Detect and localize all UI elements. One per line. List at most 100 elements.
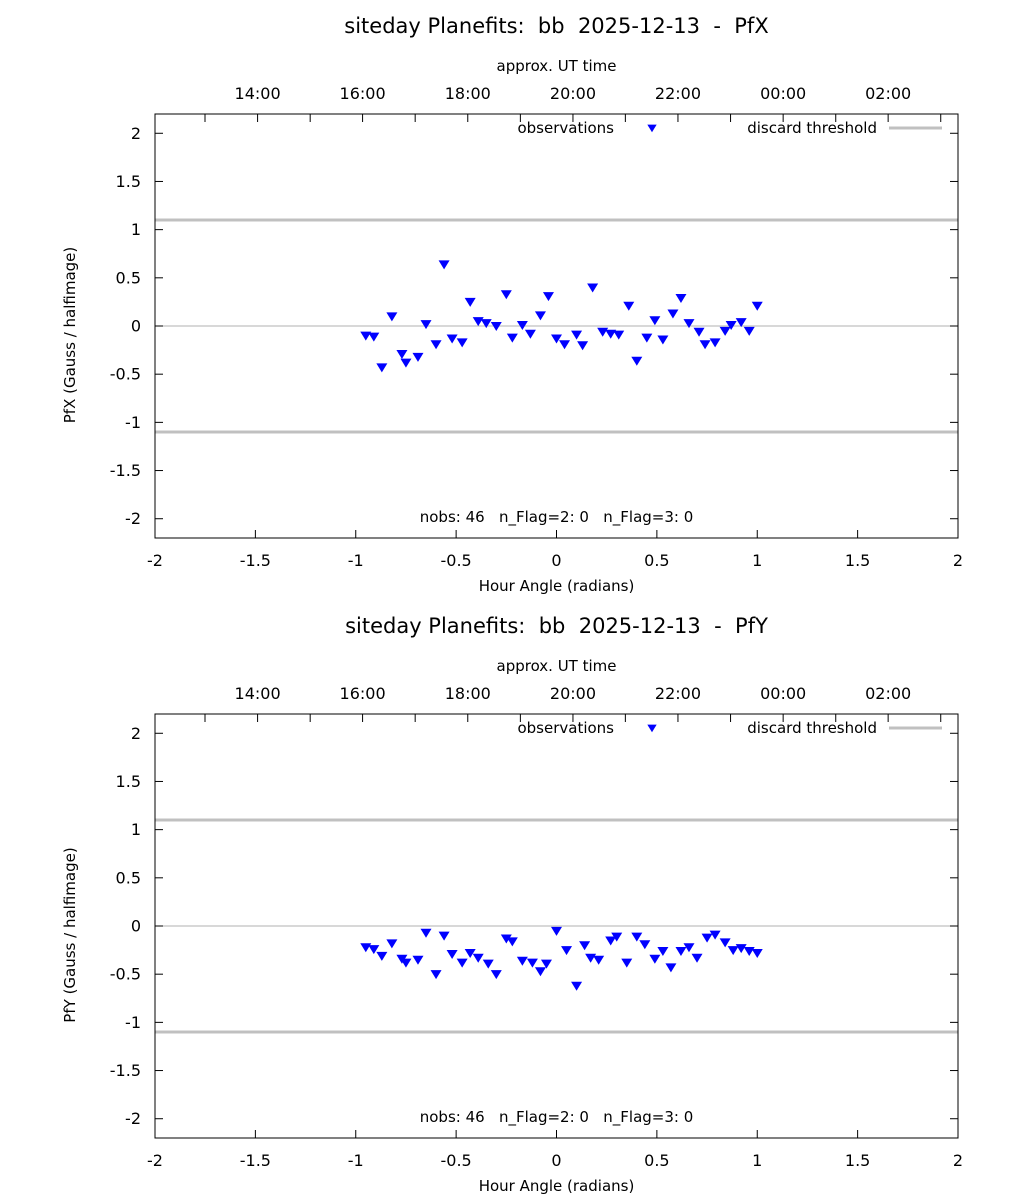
y-axis-label: PfX (Gauss / halfimage)	[61, 247, 79, 423]
x-tick-label: -0.5	[441, 1151, 472, 1170]
x-tick-label: 1.5	[845, 551, 870, 570]
y-tick-label: 0.5	[116, 868, 141, 887]
observation-point	[516, 956, 528, 966]
observation-point	[551, 926, 562, 936]
observation-point	[683, 319, 695, 329]
y-tick-label: -2	[125, 1109, 141, 1128]
observation-point	[446, 334, 458, 344]
observation-point	[719, 938, 731, 948]
observation-point	[611, 932, 623, 942]
observation-point	[639, 940, 651, 950]
x2-tick-label: 00:00	[760, 84, 806, 103]
observation-point	[649, 954, 661, 964]
observation-point	[613, 330, 625, 340]
observation-point	[490, 970, 502, 980]
observation-point	[376, 363, 388, 373]
observation-point	[605, 329, 617, 339]
observation-point	[571, 981, 583, 991]
legend-observations-label: observations	[517, 119, 614, 137]
x2-tick-label: 18:00	[445, 84, 491, 103]
observation-point	[675, 294, 687, 304]
x-axis-label: Hour Angle (radians)	[479, 1177, 635, 1195]
observation-point	[490, 322, 502, 331]
y-tick-label: 0	[131, 917, 141, 936]
x-tick-label: 0	[551, 1151, 561, 1170]
observation-point	[396, 349, 408, 359]
pfy-plot: -2 -1.5 -1 -0.5 0 0.5 1 1.5 2 -2 -1.5 -1 -0.5 0 0.5 1 1.…	[61, 614, 963, 1195]
observation-point	[657, 335, 669, 345]
observation-point	[675, 947, 687, 957]
observation-point	[693, 327, 705, 337]
observation-point	[657, 947, 669, 957]
observation-point	[577, 341, 589, 351]
observation-point	[446, 949, 458, 959]
nobs-annotation: nobs: 46 n_Flag=2: 0 n_Flag=3: 0	[420, 508, 694, 527]
y-tick-label: -1	[125, 1013, 141, 1032]
observation-point	[597, 327, 609, 337]
nobs-annotation: nobs: 46 n_Flag=2: 0 n_Flag=3: 0	[420, 1108, 694, 1127]
x2-axis-label: approx. UT time	[497, 57, 617, 75]
x-tick-label: -2	[147, 1151, 163, 1170]
observation-point	[683, 943, 695, 953]
observation-point	[542, 292, 554, 302]
x-tick-label: 1	[752, 1151, 762, 1170]
observation-point	[430, 970, 442, 980]
y-tick-label: -0.5	[110, 365, 141, 384]
x-tick-label: -1	[348, 1151, 364, 1170]
observation-point	[472, 953, 484, 963]
chart-pfy: -2 -1.5 -1 -0.5 0 0.5 1 1.5 2 -2 -1.5 -1 -0.5 0 0.5 1 1.…	[0, 600, 1024, 1200]
observation-point	[506, 333, 518, 343]
observation-point	[386, 312, 398, 322]
observation-point	[526, 958, 538, 968]
y-tick-label: 0.5	[116, 268, 141, 287]
observation-point	[631, 356, 643, 366]
observation-point	[667, 309, 679, 319]
observation-point	[368, 332, 380, 342]
y-tick-label: 0	[131, 317, 141, 336]
observation-point	[593, 955, 605, 965]
observation-point	[571, 330, 583, 340]
x-tick-label: 0.5	[644, 551, 669, 570]
y-tick-label: 2	[131, 124, 141, 143]
observation-point	[400, 358, 412, 368]
observation-point	[500, 934, 512, 944]
y-tick-label: -1	[125, 413, 141, 432]
y-tick-label: -1.5	[110, 461, 141, 480]
y-tick-label: -2	[125, 509, 141, 528]
observation-point	[420, 928, 432, 938]
observation-point	[725, 321, 737, 331]
observation-point	[585, 953, 597, 963]
x2-tick-label: 22:00	[655, 84, 701, 103]
observation-point	[472, 317, 484, 327]
y-tick-label: -1.5	[110, 1061, 141, 1080]
x-tick-label: 1	[752, 551, 762, 570]
legend-threshold-label: discard threshold	[747, 719, 877, 737]
observation-point	[464, 948, 476, 958]
observation-point	[534, 311, 546, 321]
x2-tick-label: 18:00	[445, 684, 491, 703]
y-tick-label: 1	[131, 820, 141, 839]
observation-point	[386, 939, 398, 949]
observation-point	[412, 352, 424, 362]
observation-point	[735, 944, 747, 954]
observation-point	[516, 321, 528, 331]
observation-point	[559, 340, 571, 350]
observation-point	[506, 937, 518, 947]
observation-point	[480, 319, 492, 329]
observation-point	[551, 334, 562, 344]
x2-tick-label: 20:00	[550, 684, 596, 703]
observation-point	[649, 316, 661, 326]
observation-point	[623, 301, 635, 311]
observation-point	[743, 947, 755, 957]
x2-axis-label: approx. UT time	[497, 657, 617, 675]
x-tick-label: -2	[147, 551, 163, 570]
y-tick-label: -0.5	[110, 965, 141, 984]
observation-point	[412, 955, 424, 965]
observation-point	[360, 943, 372, 953]
observation-point	[743, 326, 755, 336]
observation-point	[420, 320, 432, 330]
observation-point	[464, 297, 476, 307]
observation-point	[709, 930, 721, 940]
observation-point	[438, 260, 450, 270]
